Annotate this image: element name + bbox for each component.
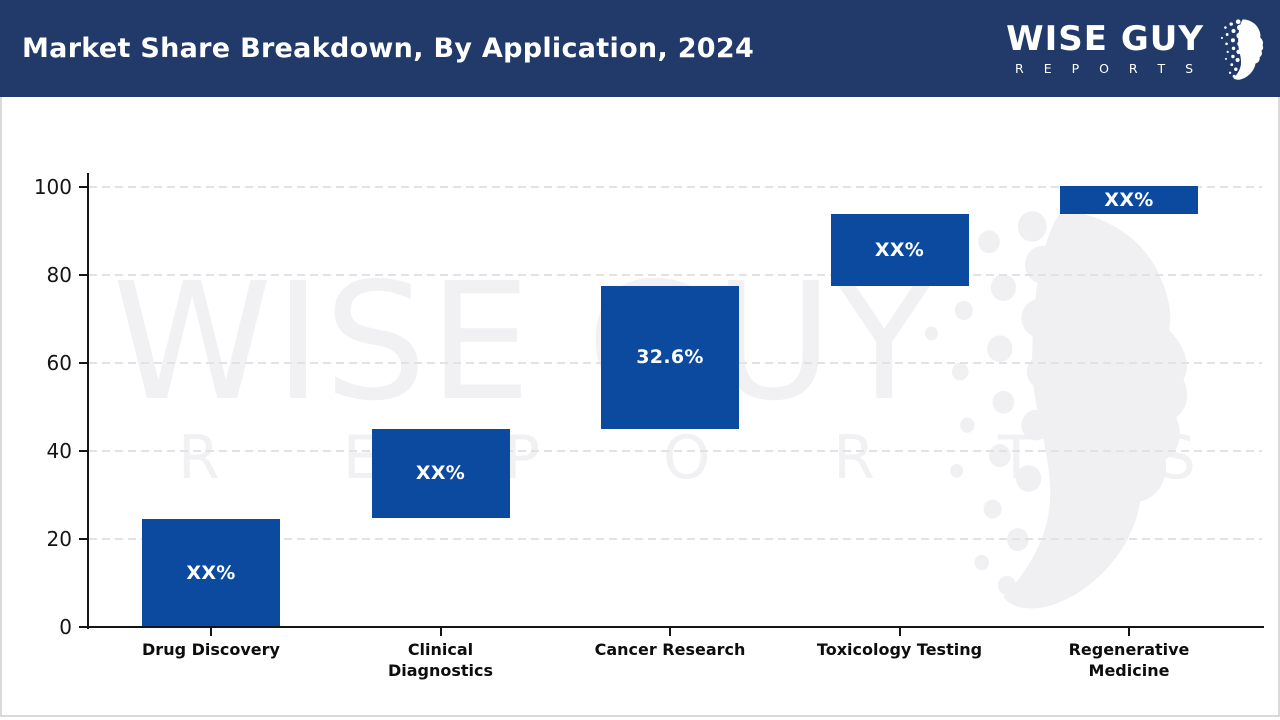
x-tick-label-4: Regenerative Medicine (1014, 639, 1244, 681)
x-tick-label-2: Cancer Research (555, 639, 785, 660)
x-tick-label-line: Cancer Research (594, 640, 746, 659)
bar-value-label-2: 32.6% (636, 346, 704, 369)
y-tick-label-80: 80 (46, 263, 72, 287)
bar-value-label-1: XX% (415, 462, 466, 485)
brand-text: WISE GUY R E P O R T S (1006, 19, 1204, 76)
x-tick-label-line: Medicine (1088, 661, 1170, 680)
x-tick-label-line: Toxicology Testing (816, 640, 983, 659)
brand-tagline: R E P O R T S (1015, 60, 1202, 76)
gridline-100 (89, 186, 1262, 188)
y-tick-label-60: 60 (46, 351, 72, 375)
x-axis-line (87, 626, 1264, 628)
brand-logo: WISE GUY R E P O R T S (1006, 8, 1266, 90)
x-tick-label-1: Clinical Diagnostics (326, 639, 556, 681)
y-tick-40 (79, 450, 88, 452)
x-tick-label-line: Drug Discovery (142, 640, 280, 659)
chart-bar-4: XX% (1060, 185, 1198, 214)
x-tick-0 (210, 627, 212, 636)
brand-name: WISE GUY (1006, 19, 1204, 60)
chart-bar-2: 32.6% (601, 285, 739, 429)
gridline-40 (89, 450, 1262, 452)
gridline-20 (89, 538, 1262, 540)
x-tick-label-line: Regenerative (1068, 640, 1190, 659)
y-tick-label-20: 20 (46, 527, 72, 551)
x-tick-label-line: Diagnostics (387, 661, 494, 680)
y-tick-20 (79, 538, 88, 540)
bar-value-label-4: XX% (1104, 188, 1154, 211)
x-tick-label-line: Clinical (407, 640, 474, 659)
y-tick-label-100: 100 (33, 175, 72, 199)
bar-value-label-3: XX% (874, 238, 925, 261)
x-tick-1 (439, 627, 442, 636)
x-tick-label-0: Drug Discovery (96, 639, 326, 660)
y-tick-0 (79, 626, 88, 628)
y-tick-60 (79, 362, 88, 364)
y-axis-line (87, 173, 89, 629)
y-tick-80 (79, 274, 88, 276)
brand-head-icon (1220, 19, 1264, 80)
page-title: Market Share Breakdown, By Application, … (22, 33, 755, 64)
header-bar: Market Share Breakdown, By Application, … (0, 0, 1280, 97)
y-tick-100 (79, 186, 88, 188)
bar-value-label-0: XX% (186, 562, 236, 585)
chart-bar-1: XX% (371, 428, 510, 518)
chart-bar-0: XX% (142, 519, 280, 627)
watermark-brand-name: WISE GUY (112, 249, 936, 437)
x-tick-2 (669, 627, 671, 636)
chart-bar-3: XX% (830, 213, 969, 286)
x-tick-4 (1128, 627, 1130, 636)
x-tick-3 (898, 627, 901, 636)
y-tick-label-0: 0 (59, 615, 72, 639)
x-tick-label-3: Toxicology Testing (785, 639, 1015, 660)
y-tick-label-40: 40 (46, 439, 72, 463)
gridline-80 (89, 274, 1262, 276)
